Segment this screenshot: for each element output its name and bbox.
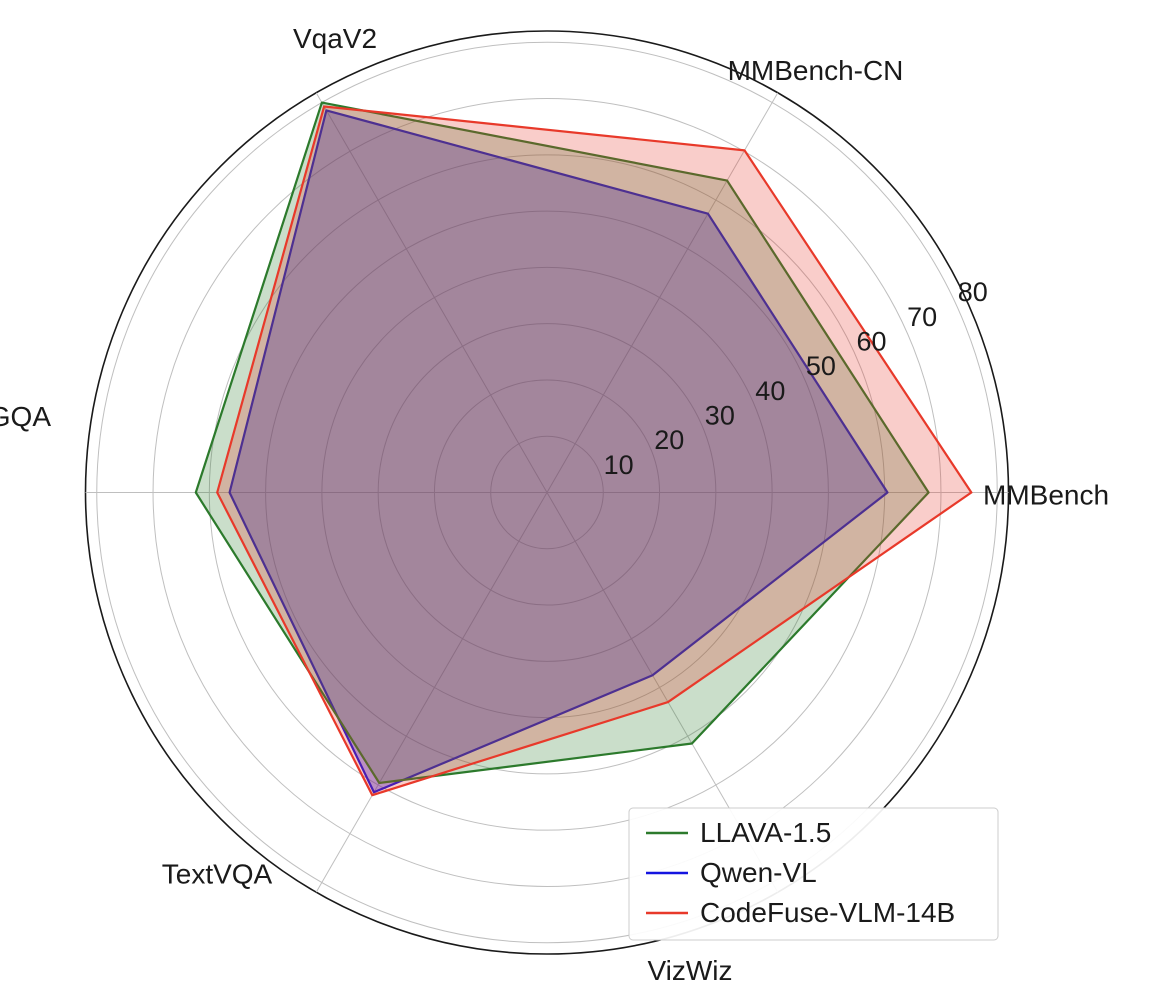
svg-text:40: 40 <box>755 376 785 406</box>
svg-text:70: 70 <box>907 302 937 332</box>
svg-text:80: 80 <box>958 277 988 307</box>
svg-text:CodeFuse-VLM-14B: CodeFuse-VLM-14B <box>700 897 955 928</box>
svg-text:MMBench: MMBench <box>983 480 1109 511</box>
svg-text:GQA: GQA <box>0 401 51 432</box>
svg-text:LLAVA-1.5: LLAVA-1.5 <box>700 817 831 848</box>
svg-text:10: 10 <box>604 450 634 480</box>
svg-text:20: 20 <box>654 425 684 455</box>
svg-text:Qwen-VL: Qwen-VL <box>700 857 817 888</box>
svg-text:30: 30 <box>705 401 735 431</box>
svg-text:MMBench-CN: MMBench-CN <box>728 55 904 86</box>
svg-text:VqaV2: VqaV2 <box>293 23 377 54</box>
svg-text:VizWiz: VizWiz <box>647 955 732 986</box>
svg-text:50: 50 <box>806 351 836 381</box>
svg-text:60: 60 <box>857 327 887 357</box>
svg-text:TextVQA: TextVQA <box>162 859 273 890</box>
